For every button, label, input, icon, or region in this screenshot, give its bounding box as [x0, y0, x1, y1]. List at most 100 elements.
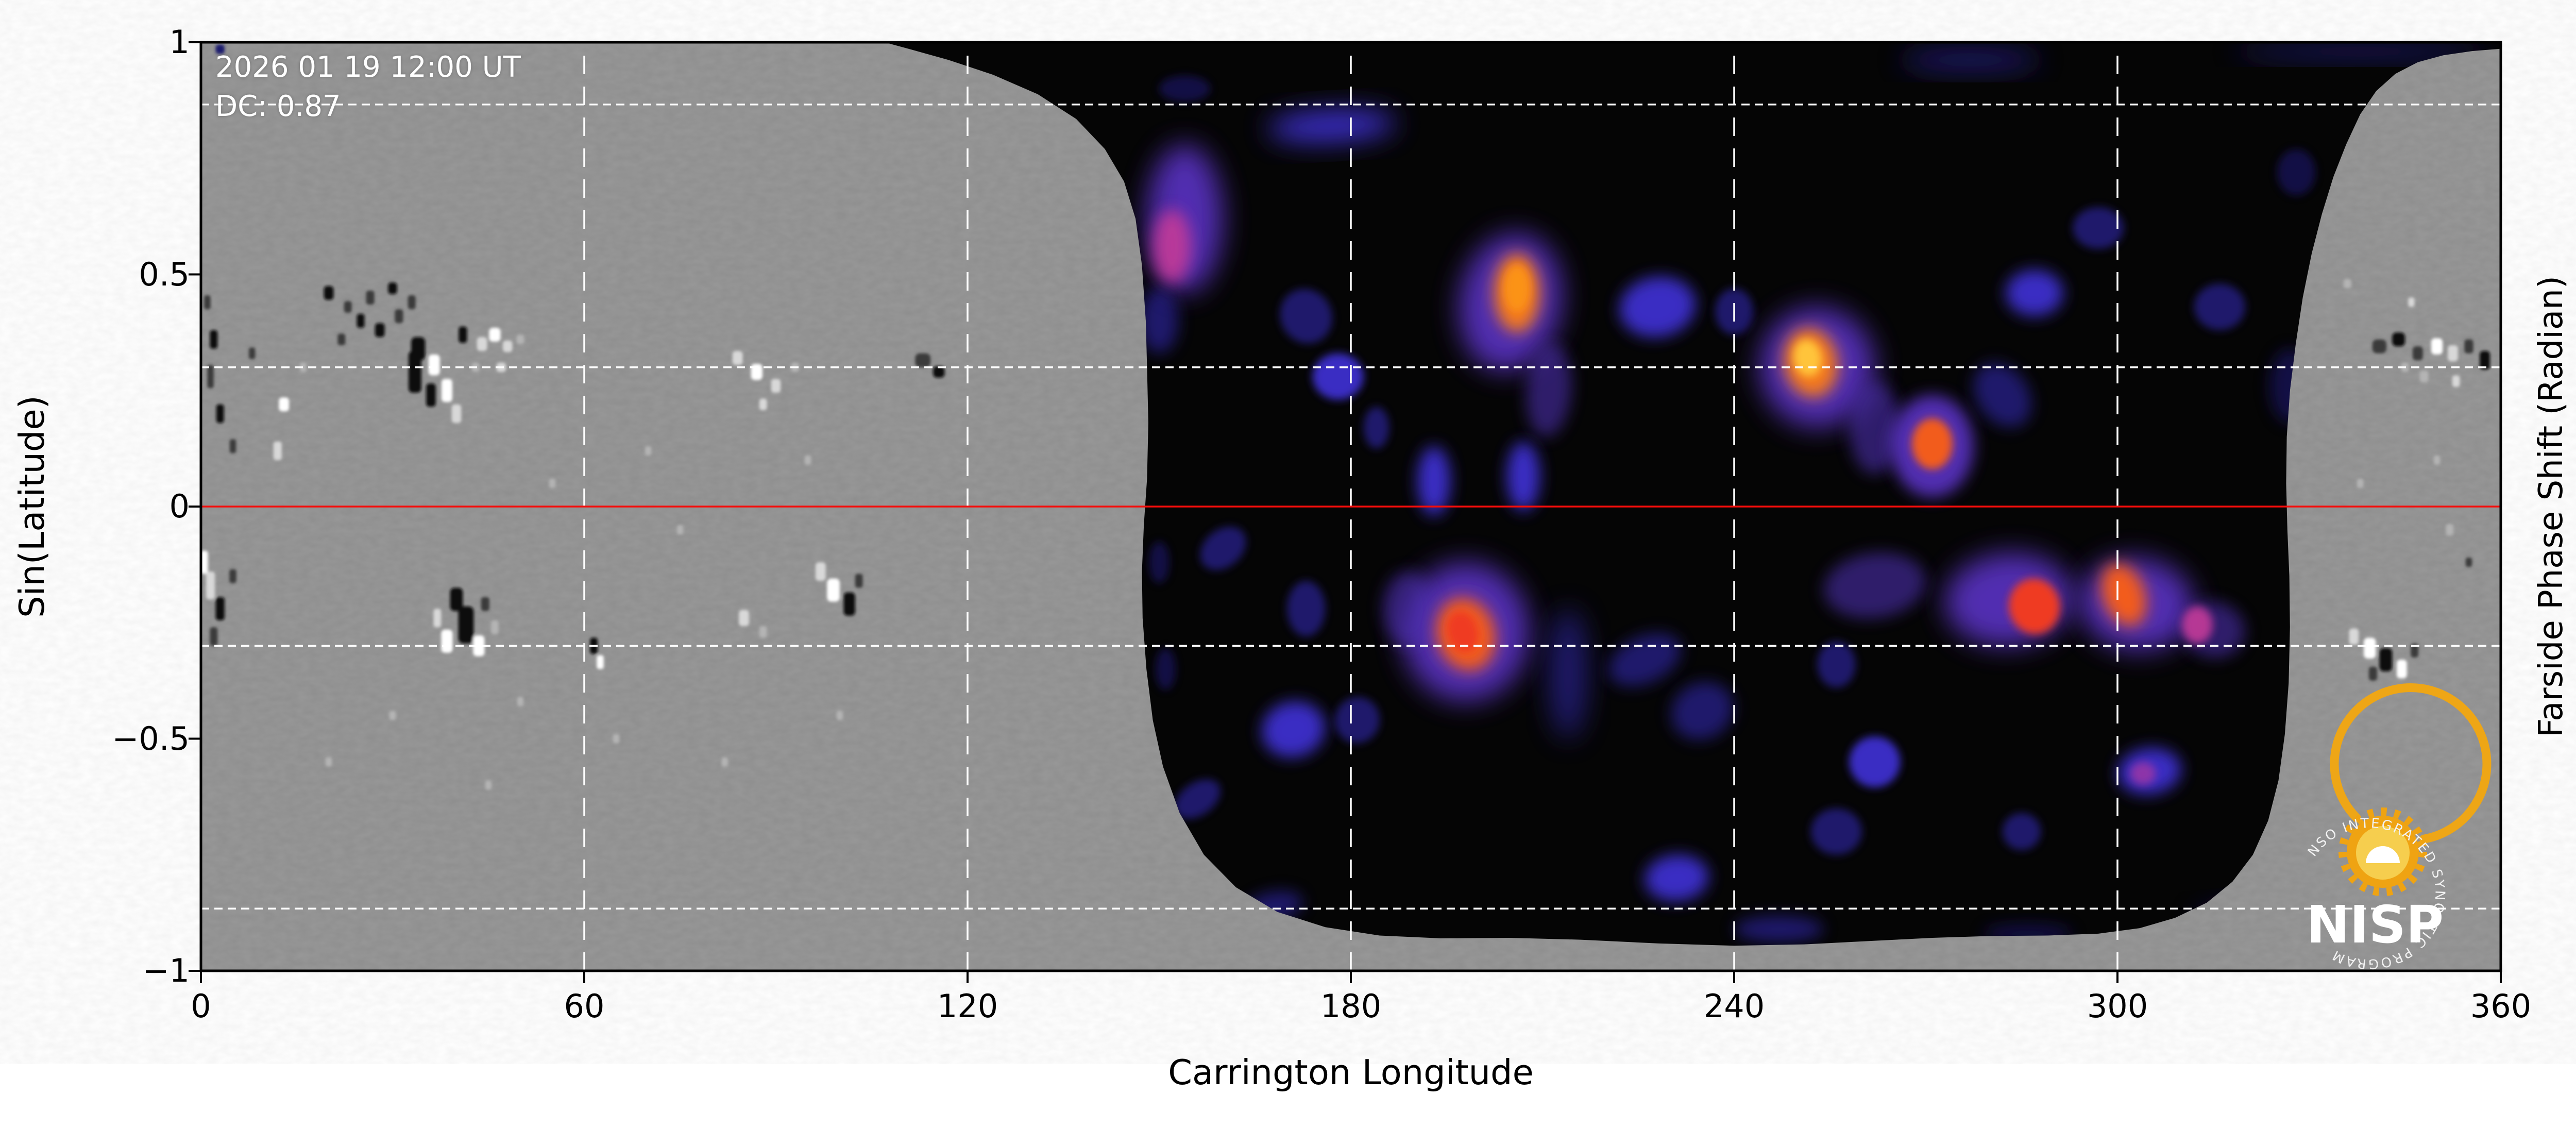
phase-shift-blob-blue — [1267, 109, 1396, 143]
phase-shift-blob-bluef — [2194, 283, 2245, 330]
phase-shift-blob-bluef — [1334, 697, 1380, 744]
phase-shift-blob-bluef — [1973, 363, 2031, 427]
x-tick-label-120: 120 — [937, 987, 998, 1025]
active-region-speckle — [408, 295, 416, 310]
active-region-speckle — [855, 574, 863, 588]
active-region-speckle — [933, 366, 945, 378]
phase-shift-blob-navyf — [2277, 149, 2316, 196]
active-region-speckle — [597, 655, 604, 669]
active-region-speckle — [473, 635, 485, 656]
phase-shift-blob-blue — [1645, 854, 1709, 902]
active-region-speckle — [201, 550, 208, 574]
farside-colorbar-title: Farside Phase Shift (Radian) — [2532, 276, 2570, 737]
active-region-speckle — [441, 379, 452, 402]
active-region-speckle — [502, 340, 513, 352]
active-region-speckle — [485, 780, 492, 790]
active-region-speckle — [2396, 660, 2407, 679]
active-region-speckle — [210, 627, 218, 646]
active-region-speckle — [459, 326, 467, 343]
active-region-speckle — [827, 578, 840, 602]
nisp-acronym: NISP — [2307, 895, 2444, 955]
active-region-speckle — [481, 597, 489, 611]
active-region-speckle — [216, 404, 224, 423]
active-region-speckle — [428, 354, 440, 376]
active-region-speckle — [375, 323, 385, 338]
phase-shift-blob-bluef — [1363, 407, 1389, 449]
active-region-speckle — [337, 333, 346, 345]
active-region-speckle — [517, 697, 524, 706]
speckle-group — [201, 44, 2490, 790]
x-axis-label: Carrington Longitude — [1168, 1052, 1534, 1092]
active-region-speckle — [843, 592, 855, 616]
active-region-speckle — [771, 379, 781, 393]
active-region-speckle — [395, 309, 403, 324]
phase-shift-blob-navy — [2232, 44, 2488, 59]
active-region-speckle — [739, 610, 749, 627]
phase-shift-blob-navyf — [1159, 75, 1211, 102]
phase-shift-blob-purplef — [1849, 381, 1901, 474]
phase-shift-blob-bluef — [1734, 916, 1824, 942]
active-region-speckle — [836, 711, 843, 720]
phase-shift-blob-magenta — [2182, 606, 2213, 644]
active-region-speckle — [613, 734, 620, 744]
active-region-speckle — [206, 571, 215, 600]
phase-shift-blob-bluef — [1140, 288, 1179, 353]
phase-shift-blob-brightorange — [1504, 265, 1530, 312]
active-region-speckle — [409, 351, 421, 393]
active-region-speckle — [441, 629, 453, 653]
x-tick-label-300: 300 — [2087, 987, 2148, 1025]
active-region-speckle — [759, 398, 767, 411]
active-region-speckle — [2446, 524, 2454, 536]
active-region-speckle — [721, 757, 728, 767]
x-tick-label-240: 240 — [1703, 987, 1765, 1025]
active-region-speckle — [2392, 332, 2405, 347]
active-region-speckle — [451, 404, 462, 423]
active-region-speckle — [249, 347, 256, 359]
phase-shift-blob-bluef — [1280, 289, 1332, 344]
active-region-speckle — [210, 330, 218, 349]
active-region-speckle — [458, 606, 474, 644]
sun-flames-icon — [2338, 807, 2427, 896]
phase-shift-blob-bluef — [2073, 207, 2124, 249]
active-region-speckle — [2411, 643, 2419, 658]
phase-shift-blob-bluef — [1671, 682, 1734, 740]
phase-shift-blob-purplef — [1383, 571, 1434, 646]
active-region-speckle — [804, 455, 811, 465]
active-region-speckle — [325, 757, 332, 767]
phase-shift-blob-bluef — [1549, 609, 1587, 739]
phase-shift-blob-navyf — [1149, 541, 1170, 583]
active-region-speckle — [215, 597, 225, 620]
active-region-speckle — [915, 353, 931, 367]
phase-shift-blob-magenta — [1153, 209, 1191, 284]
farside-phase-shift-blobs — [1140, 44, 2488, 943]
active-region-speckle — [2408, 297, 2415, 307]
phase-shift-blob-purplef — [1824, 552, 1926, 619]
active-region-speckle — [366, 291, 375, 305]
active-region-speckle — [2349, 628, 2359, 645]
phase-shift-blob-blue — [1261, 701, 1325, 758]
phase-shift-blob-navy — [1900, 49, 2041, 71]
active-region-speckle — [2379, 648, 2393, 671]
active-region-speckle — [357, 314, 365, 328]
phase-shift-blob-red — [1447, 611, 1479, 653]
active-region-speckle — [273, 441, 282, 460]
phase-shift-blob-blue — [1619, 276, 1696, 338]
phase-shift-blob-redorange — [1911, 418, 1953, 469]
active-region-speckle — [279, 397, 290, 412]
active-region-speckle — [732, 351, 743, 365]
active-region-speckle — [2452, 375, 2460, 387]
active-region-speckle — [2464, 339, 2473, 353]
active-region-speckle — [2419, 371, 2429, 382]
active-region-speckle — [207, 365, 214, 389]
active-region-speckle — [2343, 279, 2351, 289]
map-datetime-overlay: 2026 01 19 12:00 UT — [215, 50, 521, 84]
nisp-logo-ring — [2330, 683, 2492, 844]
active-region-speckle — [2431, 338, 2443, 355]
active-region-speckle — [2368, 666, 2378, 681]
y-axis-label: Sin(Latitude) — [12, 395, 52, 618]
phase-shift-blob-bluef — [2002, 813, 2041, 850]
active-region-speckle — [389, 711, 396, 720]
phase-shift-blob-blue — [2006, 270, 2063, 316]
duty-cycle-overlay: DC: 0.87 — [215, 90, 341, 123]
